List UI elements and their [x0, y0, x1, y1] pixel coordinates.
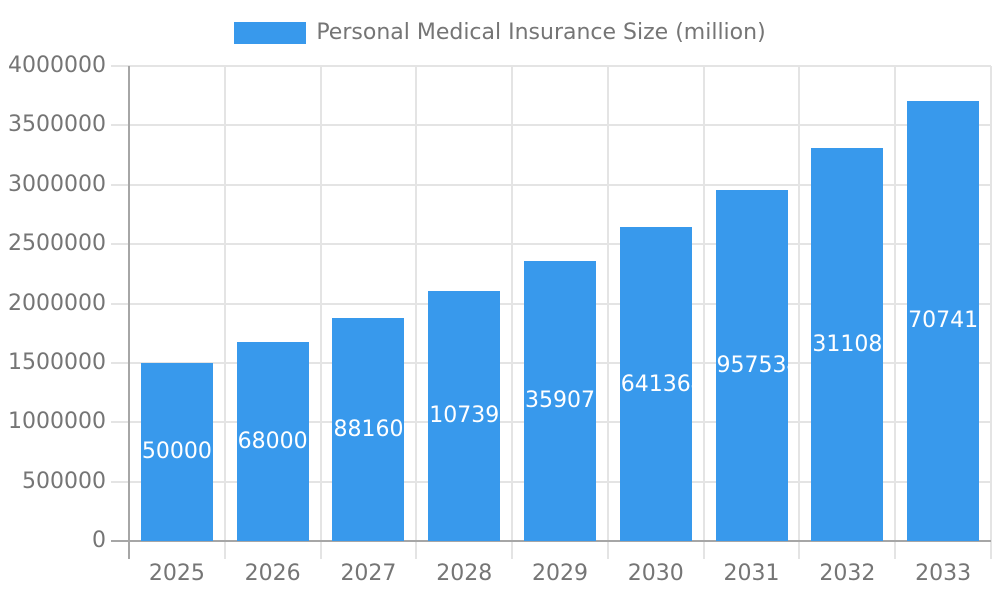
x-axis-tick-label: 2030 — [627, 561, 684, 586]
y-axis-tick-label: 2000000 — [8, 290, 106, 316]
x-gridline — [415, 66, 418, 559]
y-gridline — [111, 124, 991, 127]
x-gridline — [990, 66, 992, 559]
y-axis-tick-label: 0 — [92, 528, 106, 553]
bar-value-label: 2641364 — [620, 371, 692, 397]
y-gridline — [111, 183, 991, 186]
legend-label: Personal Medical Insurance Size (million… — [316, 20, 766, 45]
x-gridline — [319, 66, 322, 559]
bar — [524, 260, 596, 541]
x-gridline — [894, 66, 897, 559]
y-axis-tick-label: 2500000 — [8, 231, 106, 257]
bar — [140, 362, 213, 541]
x-gridline — [511, 66, 514, 559]
x-axis-line — [111, 540, 991, 542]
bar-value-label: 3311083 — [811, 331, 883, 357]
x-axis-tick-label: 2025 — [148, 561, 205, 586]
bar — [811, 147, 884, 541]
bar — [715, 189, 788, 541]
bar — [907, 100, 980, 541]
bar-value-label: 1500000 — [141, 439, 213, 465]
x-axis-tick-label: 2029 — [532, 561, 588, 586]
y-axis-tick-label: 1500000 — [8, 349, 106, 375]
y-gridline — [111, 243, 991, 246]
y-axis-tick-label: 4000000 — [8, 53, 106, 78]
bar-value-label: 1881600 — [332, 416, 404, 442]
bar — [428, 290, 501, 541]
bar-value-label: 3707412 — [907, 308, 979, 334]
bar — [236, 341, 309, 541]
x-gridline — [606, 66, 609, 559]
bar-value-label: 2359072 — [524, 388, 596, 414]
x-axis-tick-label: 2031 — [723, 561, 780, 586]
bar — [332, 317, 405, 541]
bar-value-label: 2957534 — [716, 352, 788, 378]
y-axis-line — [128, 66, 130, 559]
bar — [619, 227, 692, 541]
x-axis-tick-label: 2032 — [819, 561, 876, 586]
y-axis-tick-label: 3000000 — [8, 171, 106, 197]
y-gridline — [111, 65, 991, 67]
y-axis-tick-label: 3500000 — [8, 112, 106, 138]
x-gridline — [223, 66, 226, 559]
x-axis-tick-label: 2026 — [244, 561, 301, 586]
bar-value-label: 2107392 — [428, 403, 500, 429]
x-axis-tick-label: 2028 — [436, 561, 493, 586]
legend-swatch — [234, 22, 307, 44]
legend: Personal Medical Insurance Size (million… — [0, 21, 1000, 45]
x-axis-tick-label: 2033 — [915, 561, 972, 586]
x-axis-tick-label: 2027 — [340, 561, 397, 586]
bar-value-label: 1680000 — [237, 428, 309, 454]
x-gridline — [702, 66, 705, 559]
x-gridline — [798, 66, 801, 559]
y-axis-tick-label: 1000000 — [8, 409, 106, 435]
y-axis-tick-label: 500000 — [22, 468, 106, 494]
